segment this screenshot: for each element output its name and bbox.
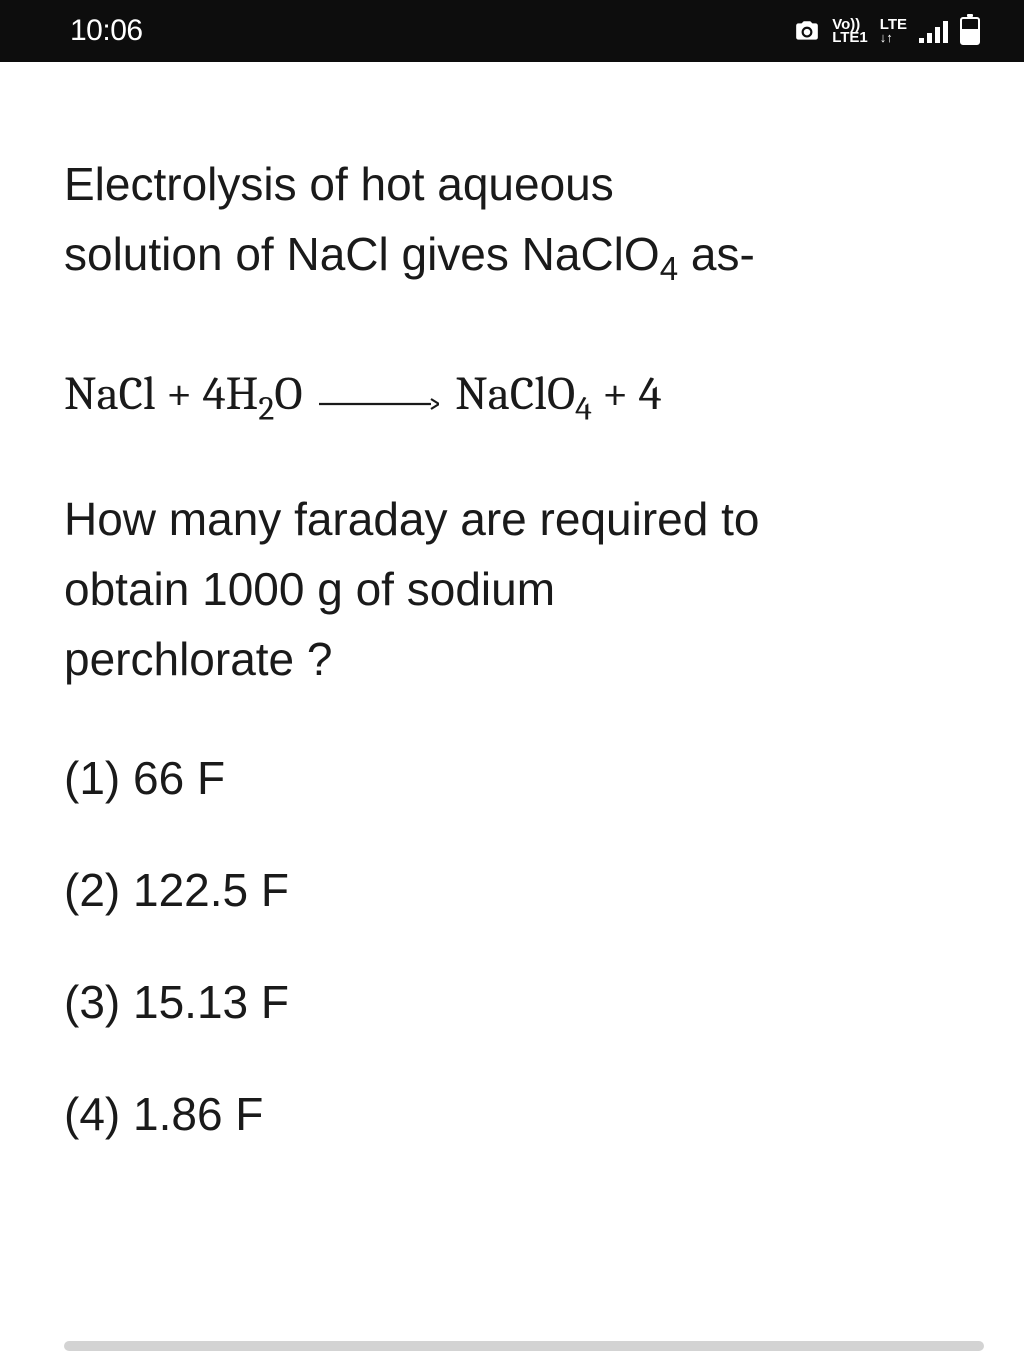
follow-line-3: perchlorate ? — [64, 633, 333, 685]
lte-indicator: LTE ↓↑ — [880, 18, 907, 43]
intro-line-2b: as- — [678, 228, 755, 280]
option-4[interactable]: (4) 1.86 F — [64, 1087, 960, 1141]
arrow-icon — [319, 371, 439, 425]
question-follow: How many faraday are required to obtain … — [64, 485, 960, 695]
follow-line-2: obtain 1000 g of sodium — [64, 563, 555, 615]
volte-bottom: LTE1 — [832, 31, 868, 45]
status-bar: 10:06 Vo)) LTE1 LTE ↓↑ — [0, 0, 1024, 62]
intro-line-1: Electrolysis of hot aqueous — [64, 158, 614, 210]
eq-lhs-a: NaCl + 4H — [64, 367, 258, 421]
volte-indicator: Vo)) LTE1 — [832, 18, 868, 45]
intro-line-2a: solution of NaCl gives NaClO — [64, 228, 660, 280]
option-3[interactable]: (3) 15.13 F — [64, 975, 960, 1029]
question-intro: Electrolysis of hot aqueous solution of … — [64, 150, 960, 295]
options-list: (1) 66 F (2) 122.5 F (3) 15.13 F (4) 1.8… — [64, 751, 960, 1141]
option-2[interactable]: (2) 122.5 F — [64, 863, 960, 917]
status-right: Vo)) LTE1 LTE ↓↑ — [794, 17, 980, 45]
question-content: Electrolysis of hot aqueous solution of … — [0, 62, 1024, 1141]
option-1[interactable]: (1) 66 F — [64, 751, 960, 805]
bottom-divider — [64, 1341, 984, 1351]
eq-rhs-a: NaClO — [445, 367, 575, 421]
eq-rhs-sub: 4 — [575, 391, 592, 429]
eq-lhs-b: O — [274, 367, 313, 421]
lte-arrows: ↓↑ — [880, 32, 907, 44]
follow-line-1: How many faraday are required to — [64, 493, 759, 545]
signal-icon — [919, 19, 948, 43]
screenshot-icon — [794, 18, 820, 44]
intro-sub: 4 — [660, 251, 678, 288]
eq-lhs-sub: 2 — [258, 391, 274, 429]
status-time: 10:06 — [70, 14, 143, 48]
chemical-equation: NaCl + 4H2O NaClO4 + 4 — [64, 367, 960, 425]
eq-rhs-b: + 4 — [592, 367, 662, 421]
battery-icon — [960, 17, 980, 45]
